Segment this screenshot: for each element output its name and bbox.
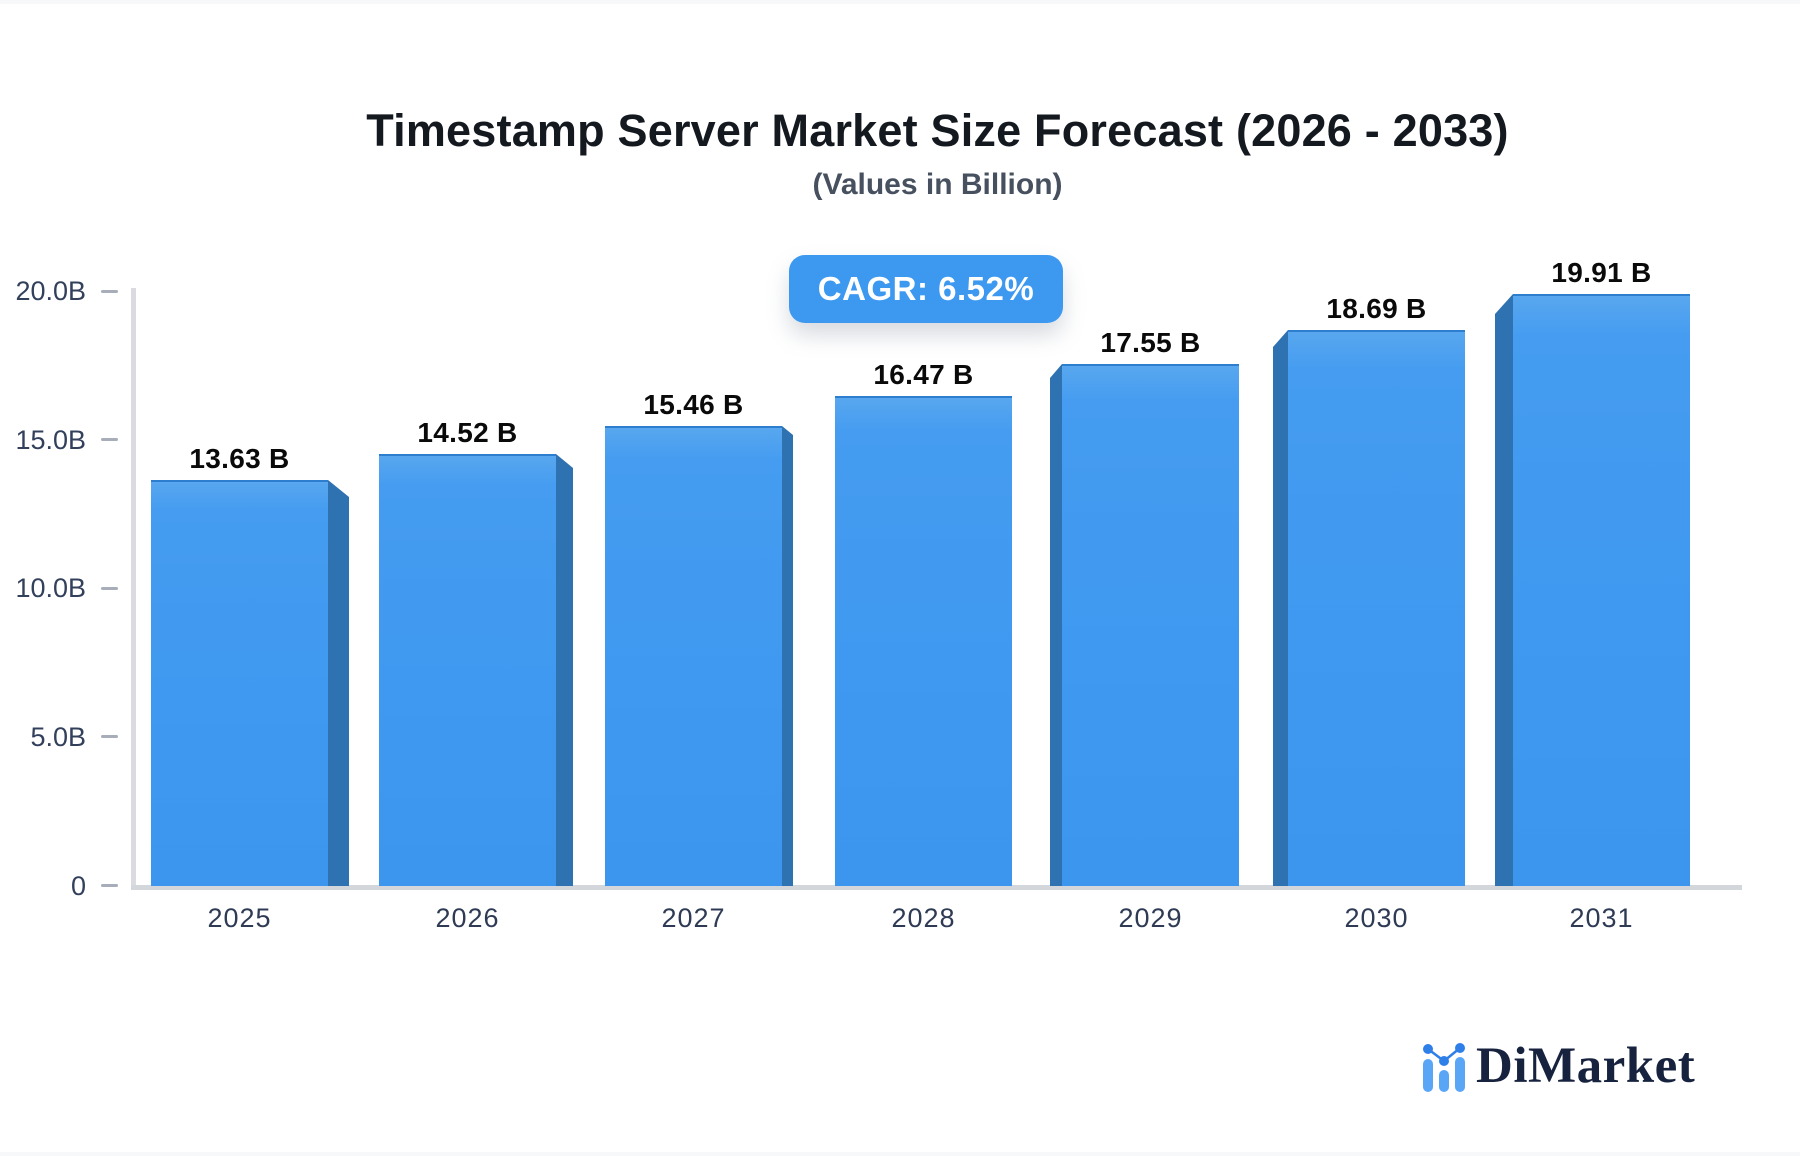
- brand-logo: DiMarket: [1421, 1040, 1695, 1092]
- y-tick-dash: [101, 586, 118, 590]
- bar-value-label: 14.52 B: [417, 417, 518, 448]
- y-tick-label: 5.0B: [30, 721, 86, 752]
- page-top-edge: [0, 0, 1800, 4]
- chart-title: Timestamp Server Market Size Forecast (2…: [366, 105, 1509, 156]
- x-axis-label-2025: 2025: [207, 903, 272, 933]
- y-tick-label: 0: [70, 870, 86, 901]
- brand-bars-icon: [1423, 1043, 1465, 1092]
- y-axis-line: [131, 288, 136, 886]
- x-axis-label-2029: 2029: [1118, 903, 1183, 933]
- bar-front-face: [151, 480, 328, 886]
- y-tick-dash: [101, 289, 118, 293]
- bar-value-label: 19.91 B: [1551, 257, 1652, 288]
- bar-value-label: 18.69 B: [1326, 293, 1427, 324]
- bar-side-face: [1050, 364, 1062, 886]
- bar-side-face: [1495, 294, 1513, 886]
- bar-side-face: [328, 480, 349, 886]
- bar-value-label: 13.63 B: [189, 443, 290, 474]
- brand-name: DiMarket: [1476, 1038, 1696, 1094]
- x-axis-label-2027: 2027: [661, 903, 726, 933]
- x-axis-label-2026: 2026: [435, 903, 500, 933]
- y-tick-dash: [101, 884, 118, 887]
- y-tick-label: 15.0B: [15, 424, 86, 455]
- y-tick-dash: [101, 735, 118, 738]
- bar-front-face: [835, 396, 1012, 886]
- bar-front-face: [1513, 294, 1690, 886]
- bar-front-face: [605, 426, 782, 886]
- x-axis-label-2031: 2031: [1569, 903, 1634, 933]
- cagr-badge-label: CAGR: 6.52%: [817, 270, 1035, 307]
- bar-front-face: [379, 454, 556, 886]
- x-axis-label-2028: 2028: [891, 903, 956, 933]
- x-axis-line: [131, 885, 1742, 890]
- x-axis-label-2030: 2030: [1344, 903, 1409, 933]
- bar-side-face: [1273, 330, 1288, 886]
- chart-subtitle: (Values in Billion): [812, 168, 1063, 201]
- y-tick-label: 20.0B: [15, 276, 86, 306]
- cagr-badge: CAGR: 6.52%: [789, 255, 1063, 323]
- bar-side-face: [782, 426, 793, 886]
- bar-value-label: 15.46 B: [643, 389, 744, 420]
- bar-side-face: [556, 454, 573, 886]
- y-tick-dash: [101, 438, 118, 441]
- bar-front-face: [1062, 364, 1239, 886]
- page-bottom-edge: [0, 1152, 1800, 1156]
- bar-front-face: [1288, 330, 1465, 886]
- bar-value-label: 16.47 B: [873, 359, 974, 390]
- y-tick-label: 10.0B: [15, 573, 86, 603]
- bar-value-label: 17.55 B: [1100, 327, 1201, 358]
